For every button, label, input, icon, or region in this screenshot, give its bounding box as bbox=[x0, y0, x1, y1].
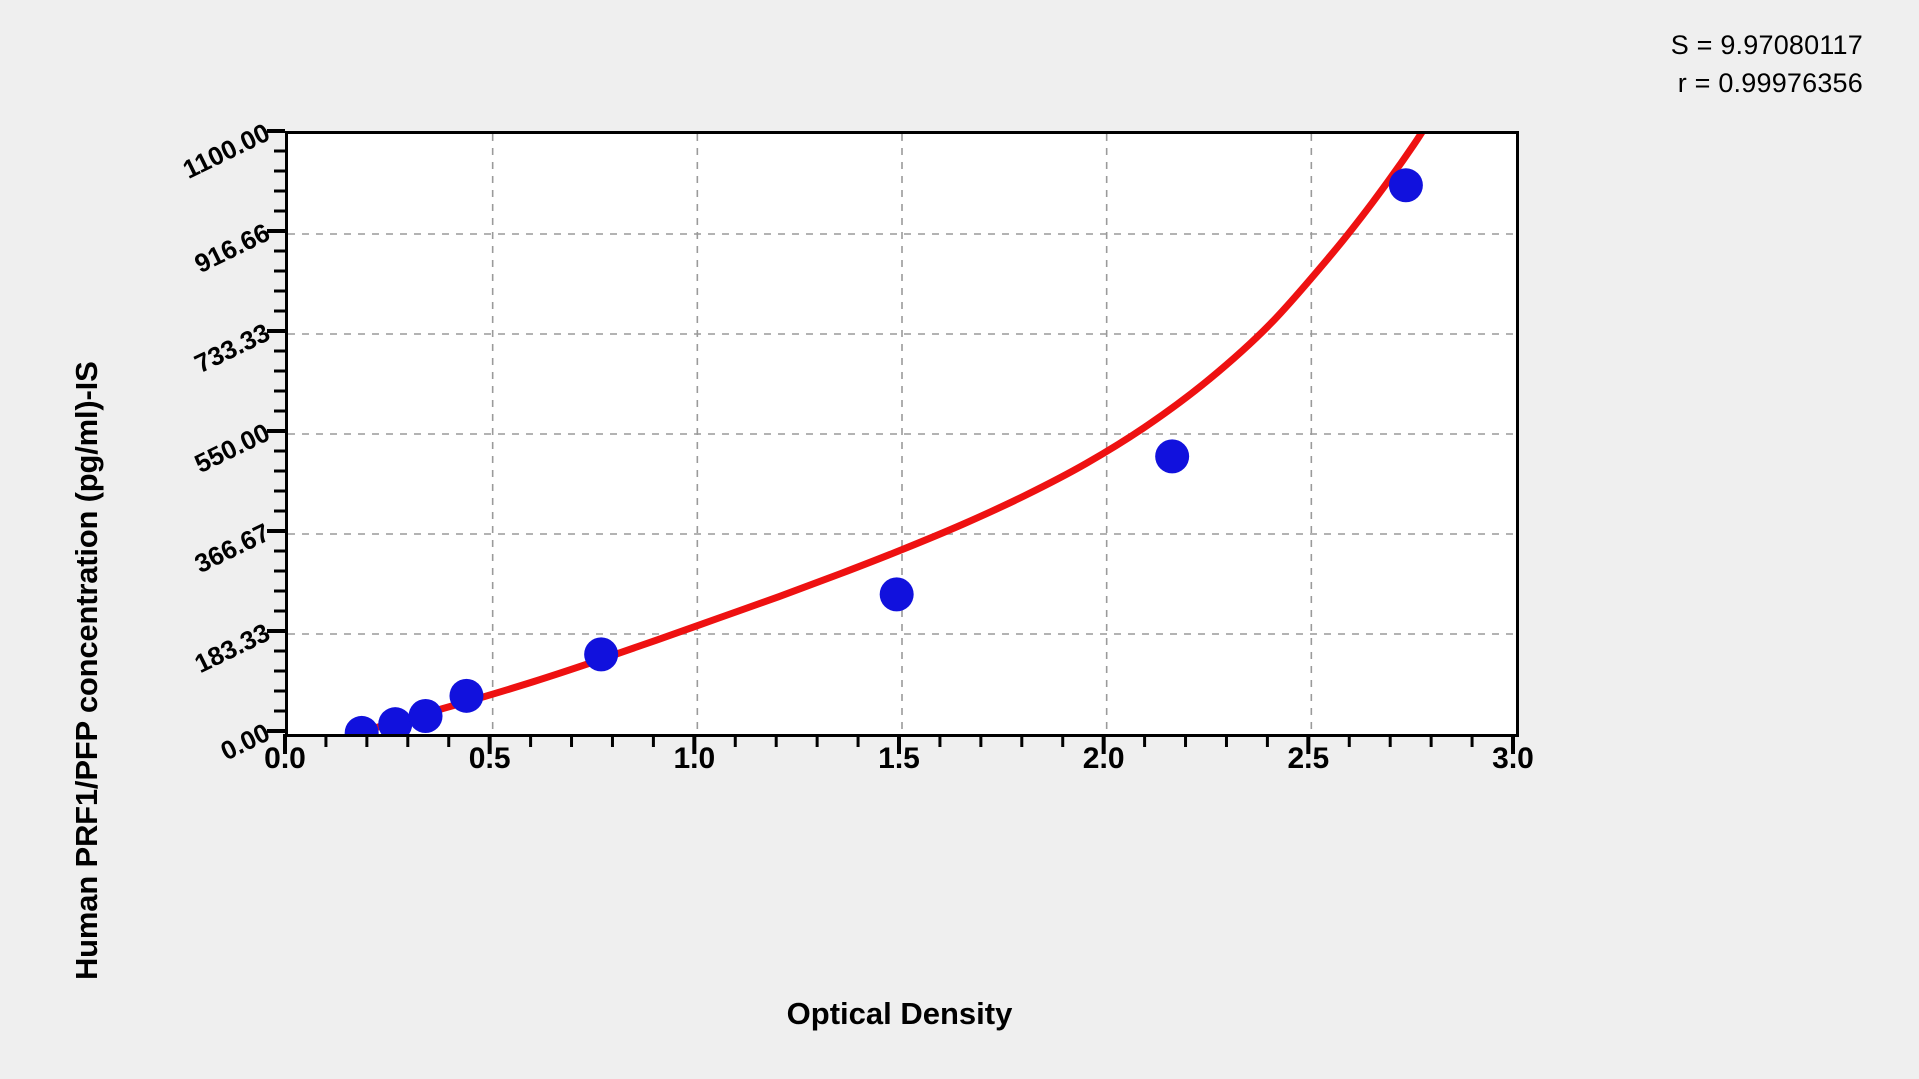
plot-canvas bbox=[288, 134, 1516, 734]
y-tick-label: 733.33 bbox=[189, 317, 275, 379]
x-tick-label: 1.5 bbox=[878, 742, 920, 775]
s-value-text: S = 9.97080117 bbox=[1670, 30, 1863, 60]
y-tick-label: 183.33 bbox=[189, 617, 275, 679]
x-tick-label: 2.0 bbox=[1082, 742, 1125, 775]
y-tick-label: 916.66 bbox=[189, 217, 275, 279]
data-points bbox=[344, 168, 1423, 734]
grid-lines bbox=[288, 134, 1516, 734]
stats-annotation: S = 9.97080117 r = 0.99976356 bbox=[1671, 26, 1863, 103]
x-tick-label: 0.5 bbox=[468, 742, 511, 775]
x-tick-label: 3.0 bbox=[1492, 742, 1534, 775]
fit-curve-path bbox=[349, 134, 1425, 734]
x-axis-title: Optical Density bbox=[786, 996, 1013, 1031]
r-value-text: r = 0.99976356 bbox=[1677, 68, 1863, 99]
plot-area bbox=[285, 131, 1519, 737]
data-point-marker bbox=[449, 678, 484, 713]
data-point-marker bbox=[584, 637, 619, 672]
data-point-marker bbox=[344, 715, 379, 734]
y-tick-label: 550.00 bbox=[189, 417, 275, 479]
data-point-marker bbox=[879, 577, 914, 612]
y-tick-label: 366.67 bbox=[189, 517, 275, 579]
x-tick-label: 0.0 bbox=[264, 742, 306, 775]
data-point-marker bbox=[1388, 168, 1423, 203]
x-tick-label: 2.5 bbox=[1287, 742, 1330, 775]
y-tick-label: 1100.00 bbox=[178, 117, 275, 185]
x-tick-label: 1.0 bbox=[673, 742, 716, 775]
y-axis-title: Human PRF1/PFP concentration (pg/ml)-IS bbox=[69, 361, 104, 980]
data-point-marker bbox=[408, 699, 443, 733]
data-point-marker bbox=[378, 707, 413, 734]
data-point-marker bbox=[1155, 439, 1190, 474]
fit-curve bbox=[349, 134, 1425, 734]
